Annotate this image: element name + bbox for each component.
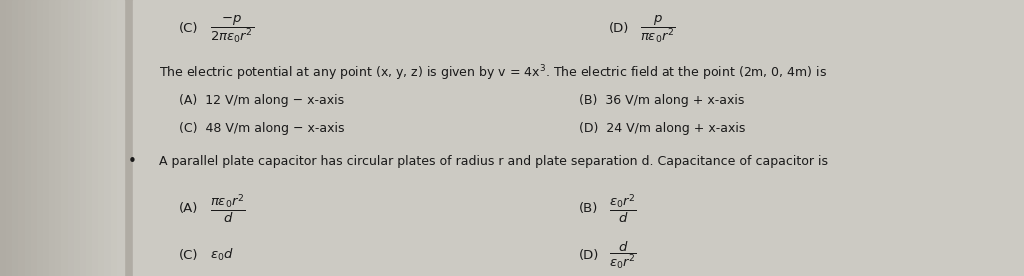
Bar — [6, 0, 13, 276]
Bar — [86, 0, 93, 276]
Text: $\dfrac{d}{\varepsilon_0 r^2}$: $\dfrac{d}{\varepsilon_0 r^2}$ — [609, 240, 637, 271]
Bar — [133, 0, 1024, 276]
Bar — [0, 0, 133, 276]
Bar — [31, 0, 38, 276]
Text: (A): (A) — [179, 202, 199, 215]
Bar — [68, 0, 75, 276]
Bar — [0, 0, 7, 276]
Bar — [37, 0, 44, 276]
Bar — [43, 0, 50, 276]
Bar — [111, 0, 118, 276]
Text: $\varepsilon_0 d$: $\varepsilon_0 d$ — [210, 247, 233, 263]
Text: •: • — [128, 154, 137, 169]
Bar — [74, 0, 81, 276]
Bar — [12, 0, 19, 276]
Bar — [61, 0, 69, 276]
Text: (D): (D) — [609, 22, 630, 36]
Bar — [117, 0, 124, 276]
Text: A parallel plate capacitor has circular plates of radius r and plate separation : A parallel plate capacitor has circular … — [159, 155, 827, 168]
Bar — [80, 0, 87, 276]
Text: (D): (D) — [579, 249, 599, 262]
Bar — [92, 0, 99, 276]
Bar — [55, 0, 62, 276]
Text: (A)  12 V/m along − x-axis: (A) 12 V/m along − x-axis — [179, 94, 344, 107]
Text: (C): (C) — [179, 249, 199, 262]
Bar — [98, 0, 105, 276]
Text: The electric potential at any point (x, y, z) is given by v = 4x$^{3}$. The elec: The electric potential at any point (x, … — [159, 63, 826, 83]
Text: (B): (B) — [579, 202, 598, 215]
Text: (B)  36 V/m along + x-axis: (B) 36 V/m along + x-axis — [579, 94, 743, 107]
Bar — [25, 0, 32, 276]
Text: (C): (C) — [179, 22, 199, 36]
Text: $\dfrac{\pi\varepsilon_0 r^2}{d}$: $\dfrac{\pi\varepsilon_0 r^2}{d}$ — [210, 192, 246, 225]
Bar — [49, 0, 56, 276]
Bar — [18, 0, 26, 276]
Text: (D)  24 V/m along + x-axis: (D) 24 V/m along + x-axis — [579, 122, 744, 135]
Bar — [104, 0, 112, 276]
Text: $\dfrac{-p}{2\pi\varepsilon_0 r^2}$: $\dfrac{-p}{2\pi\varepsilon_0 r^2}$ — [210, 13, 254, 45]
Text: $\dfrac{\varepsilon_0 r^2}{d}$: $\dfrac{\varepsilon_0 r^2}{d}$ — [609, 192, 637, 225]
Text: (C)  48 V/m along − x-axis: (C) 48 V/m along − x-axis — [179, 122, 345, 135]
Text: $\dfrac{p}{\pi\varepsilon_0 r^2}$: $\dfrac{p}{\pi\varepsilon_0 r^2}$ — [640, 13, 676, 45]
